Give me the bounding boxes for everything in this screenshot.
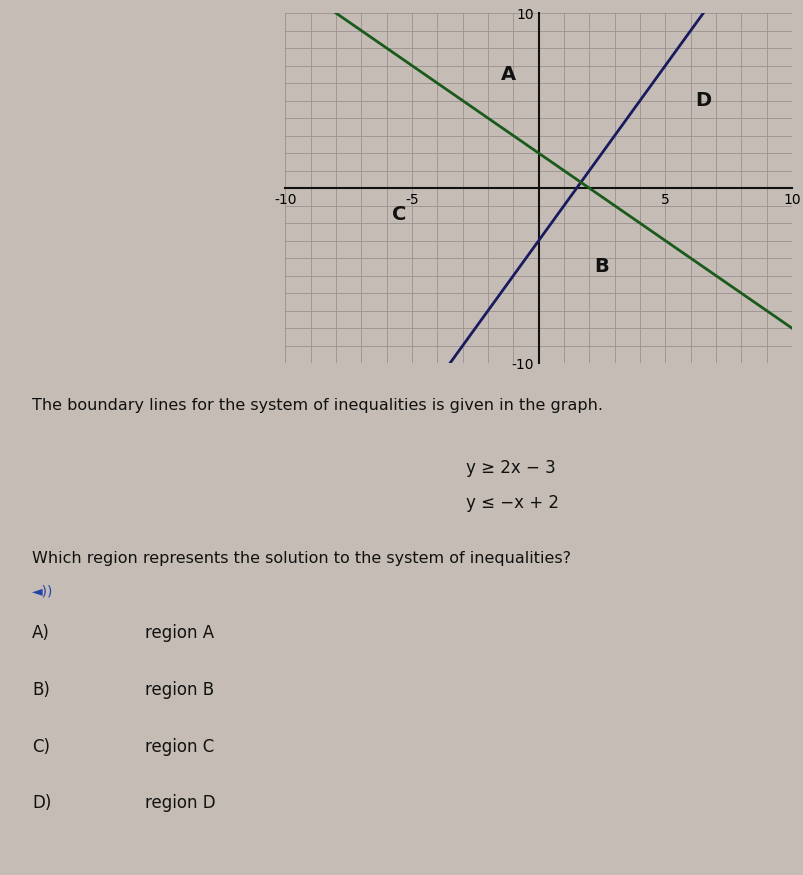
Text: region B: region B (145, 681, 214, 699)
Text: A): A) (32, 624, 50, 642)
Text: B: B (594, 257, 609, 276)
Text: Which region represents the solution to the system of inequalities?: Which region represents the solution to … (32, 551, 570, 566)
Text: A: A (500, 65, 516, 84)
Text: region A: region A (145, 624, 214, 642)
Text: y ≥ 2x − 3: y ≥ 2x − 3 (466, 459, 556, 478)
Text: The boundary lines for the system of inequalities is given in the graph.: The boundary lines for the system of ine… (32, 398, 602, 413)
Text: region D: region D (145, 794, 215, 813)
Text: C: C (392, 205, 406, 224)
Text: B): B) (32, 681, 50, 699)
Text: C): C) (32, 738, 50, 756)
Text: D): D) (32, 794, 51, 813)
Text: ◄)): ◄)) (32, 584, 54, 598)
Text: D: D (695, 91, 711, 110)
Text: region C: region C (145, 738, 214, 756)
Text: y ≤ −x + 2: y ≤ −x + 2 (466, 494, 559, 513)
